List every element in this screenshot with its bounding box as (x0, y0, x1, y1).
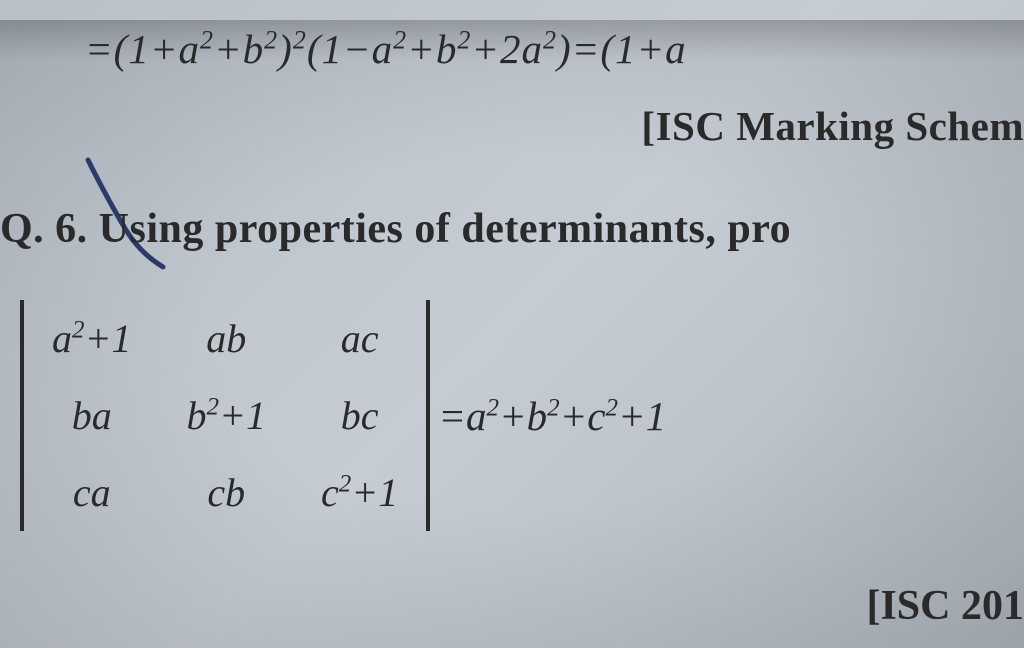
marking-scheme-bottom: [ISC 201 (866, 582, 1024, 630)
cell-2-1: ba (52, 392, 132, 439)
question-text: Using properties of determinants, pro (99, 206, 791, 252)
det-right-bar (426, 300, 430, 531)
cell-2-3: bc (321, 392, 398, 439)
cell-2-2: b2+1 (187, 392, 267, 439)
rhs: =a2+b2+c2+1 (438, 392, 666, 440)
det-grid: a2+1 ab ac ba b2+1 bc ca cb c2+1 (24, 290, 426, 541)
marking-scheme-top: [ISC Marking Schem (641, 102, 1024, 150)
cell-3-3: c2+1 (321, 469, 398, 516)
cell-1-2: ab (187, 315, 267, 362)
question-line: Q. 6. Using properties of determinants, … (0, 205, 791, 253)
cell-1-1: a2+1 (52, 315, 132, 362)
page: =(1+a2+b2)2(1−a2+b2+2a2)=(1+a [ISC Marki… (0, 20, 1024, 648)
question-number: Q. 6. (0, 206, 88, 252)
cell-1-3: ac (321, 315, 398, 362)
determinant-equation: a2+1 ab ac ba b2+1 bc ca cb c2+1 =a2+b2+… (20, 290, 666, 541)
equation-line: =(1+a2+b2)2(1−a2+b2+2a2)=(1+a (85, 25, 687, 73)
cell-3-1: ca (52, 469, 132, 516)
cell-3-2: cb (187, 469, 267, 516)
determinant: a2+1 ab ac ba b2+1 bc ca cb c2+1 (20, 290, 430, 541)
